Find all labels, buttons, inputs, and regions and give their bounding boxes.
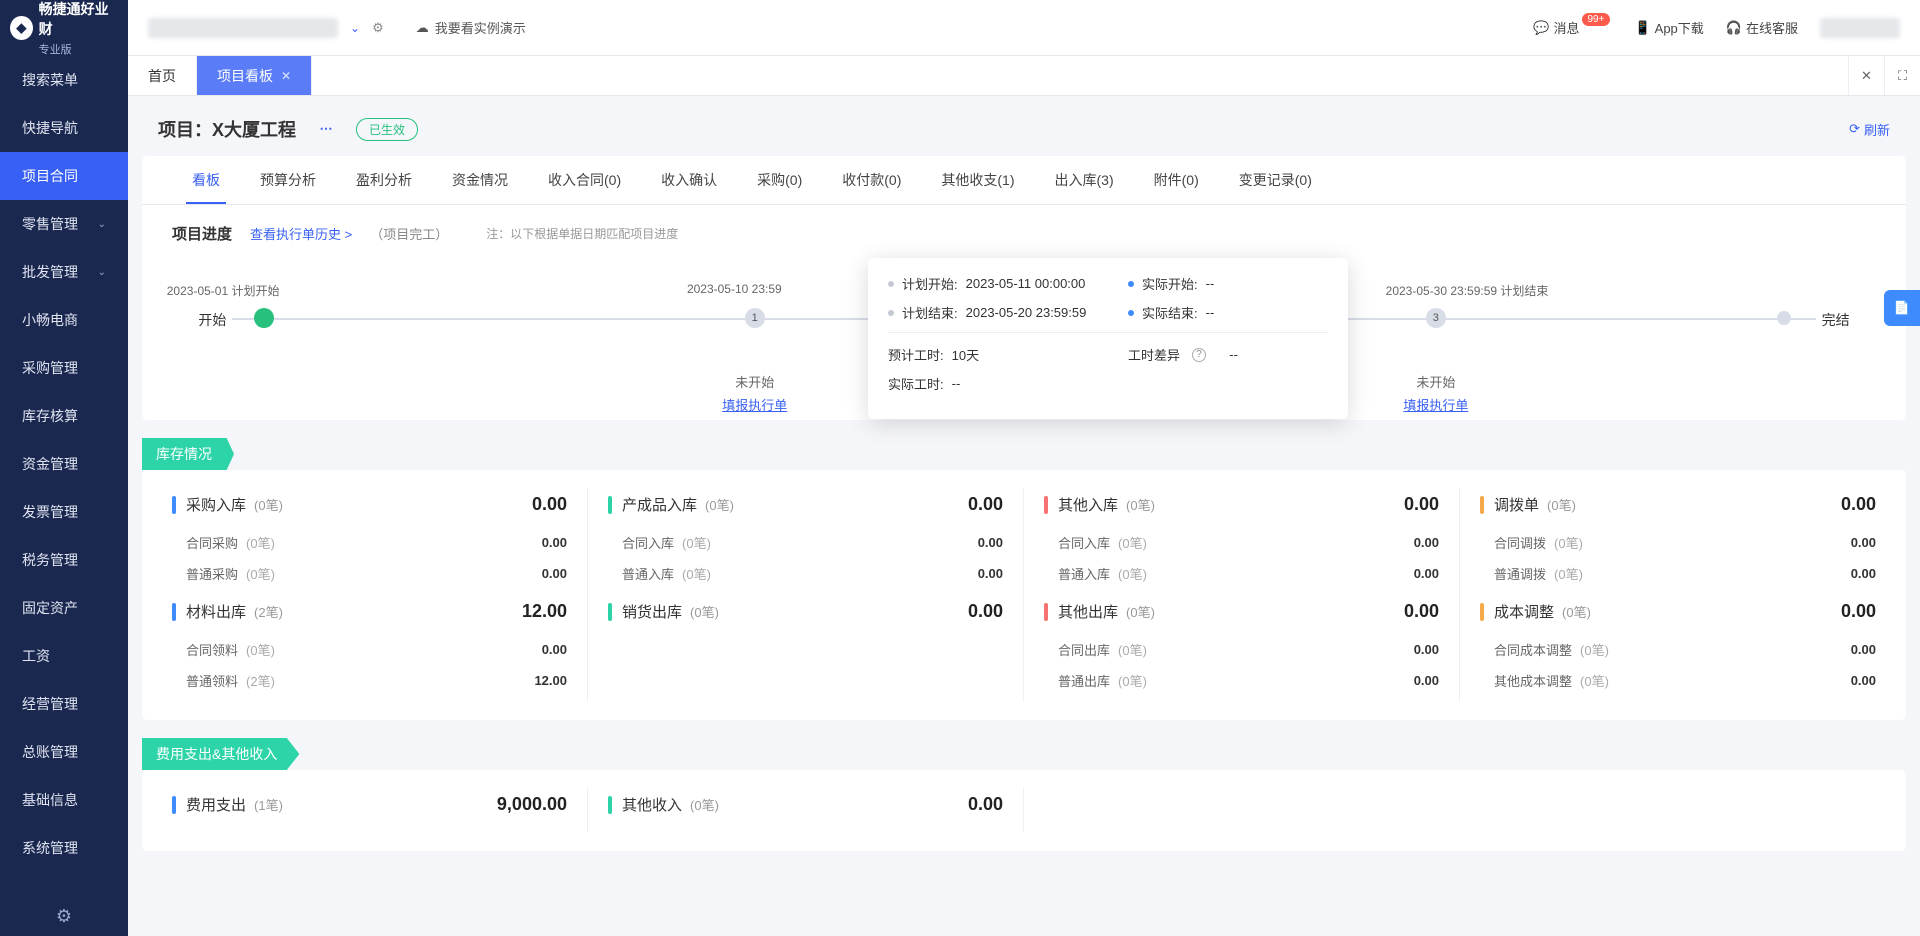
tl-fill-link-0[interactable]: 填报执行单 <box>722 395 787 414</box>
tl-fill-link-2[interactable]: 填报执行单 <box>1403 395 1468 414</box>
tl-date-end: 2023-05-30 23:59:59 计划结束 <box>1386 282 1549 299</box>
sidebar-item-12[interactable]: 工资 <box>0 632 128 680</box>
sidebar-item-9[interactable]: 发票管理 <box>0 488 128 536</box>
tl-start-dot <box>254 308 274 328</box>
sidebar-item-5[interactable]: 小畅电商 <box>0 296 128 344</box>
org-selector-blur[interactable] <box>148 18 338 38</box>
card-5: 销货出库(0笔)0.00 <box>588 595 1024 702</box>
project-title: 项目：X大厦工程 <box>158 116 296 142</box>
sidebar-item-1[interactable]: 快捷导航 <box>0 104 128 152</box>
sidebar-item-11[interactable]: 固定资产 <box>0 584 128 632</box>
app-download-button[interactable]: 📱 App下载 <box>1634 18 1703 37</box>
subtab-4[interactable]: 收入合同(0) <box>528 156 641 204</box>
message-icon: 💬 <box>1533 20 1549 36</box>
progress-tooltip: 计划开始: 2023-05-11 00:00:00 实际开始: -- 计划结束:… <box>868 258 1348 419</box>
subtab-10[interactable]: 附件(0) <box>1134 156 1219 204</box>
subtab-11[interactable]: 变更记录(0) <box>1219 156 1332 204</box>
card-0: 采购入库(0笔)0.00合同采购(0笔)0.00普通采购(0笔)0.00 <box>152 488 588 595</box>
close-tab-icon[interactable]: ✕ <box>1848 56 1884 95</box>
refresh-icon: ⟳ <box>1849 121 1860 137</box>
card-2: 其他入库(0笔)0.00合同入库(0笔)0.00普通入库(0笔)0.00 <box>1024 488 1460 595</box>
sub-tabs: 看板预算分析盈利分析资金情况收入合同(0)收入确认采购(0)收付款(0)其他收支… <box>142 156 1906 205</box>
subtab-1[interactable]: 预算分析 <box>240 156 336 204</box>
progress-title: 项目进度 <box>172 223 232 244</box>
app-download-label: App下载 <box>1655 18 1704 37</box>
sidebar-item-3[interactable]: 零售管理⌄ <box>0 200 128 248</box>
sidebar-item-0[interactable]: 搜索菜单 <box>0 56 128 104</box>
card-1: 其他收入(0笔)0.00 <box>588 788 1024 833</box>
subtab-6[interactable]: 采购(0) <box>737 156 822 204</box>
subtab-7[interactable]: 收付款(0) <box>822 156 921 204</box>
subtab-2[interactable]: 盈利分析 <box>336 156 432 204</box>
sidebar-item-8[interactable]: 资金管理 <box>0 440 128 488</box>
tl-node-2[interactable]: 3 <box>1426 308 1446 328</box>
tl-node-0[interactable]: 1 <box>745 308 765 328</box>
subtab-8[interactable]: 其他收支(1) <box>921 156 1034 204</box>
fullscreen-icon[interactable]: ⛶ <box>1884 56 1920 95</box>
help-icon[interactable]: ? <box>1192 348 1206 362</box>
sidebar-item-10[interactable]: 税务管理 <box>0 536 128 584</box>
subtab-0[interactable]: 看板 <box>172 156 240 204</box>
sidebar-item-16[interactable]: 系统管理 <box>0 824 128 872</box>
refresh-button[interactable]: ⟳ 刷新 <box>1849 120 1890 139</box>
demo-link[interactable]: ☁ 我要看实例演示 <box>416 18 526 37</box>
brand-edition: 专业版 <box>39 41 118 57</box>
page-tab-0[interactable]: 首页 <box>128 56 197 95</box>
section-expense: 费用支出&其他收入 <box>142 738 299 770</box>
history-link[interactable]: 查看执行单历史 > <box>250 224 352 243</box>
float-help-icon[interactable]: 📄 <box>1884 290 1920 326</box>
section-inventory: 库存情况 <box>142 438 234 470</box>
sidebar-item-13[interactable]: 经营管理 <box>0 680 128 728</box>
card-6: 其他出库(0笔)0.00合同出库(0笔)0.00普通出库(0笔)0.00 <box>1024 595 1460 702</box>
subtab-5[interactable]: 收入确认 <box>641 156 737 204</box>
close-icon[interactable]: ✕ <box>281 69 291 83</box>
sidebar-item-7[interactable]: 库存核算 <box>0 392 128 440</box>
sidebar-item-6[interactable]: 采购管理 <box>0 344 128 392</box>
messages-label: 消息 <box>1553 18 1579 37</box>
phone-icon: 📱 <box>1634 20 1650 36</box>
tl-end-dot <box>1777 311 1791 325</box>
subtab-9[interactable]: 出入库(3) <box>1035 156 1134 204</box>
sidebar-item-14[interactable]: 总账管理 <box>0 728 128 776</box>
org-dropdown-icon[interactable]: ⌄ <box>350 21 360 35</box>
tl-end-label: 完结 <box>1822 310 1850 330</box>
progress-note: 注：以下根据单据日期匹配项目进度 <box>486 225 678 242</box>
messages-button[interactable]: 💬 消息 99+ <box>1533 18 1612 37</box>
tl-date-mid: 2023-05-10 23:59 <box>687 282 782 296</box>
messages-badge: 99+ <box>1582 13 1611 26</box>
sidebar: ◆ 畅捷通好业财 专业版 搜索菜单快捷导航项目合同零售管理⌄批发管理⌄小畅电商采… <box>0 0 128 936</box>
topbar: ⌄ ⚙ ☁ 我要看实例演示 💬 消息 99+ 📱 App下载 🎧 <box>128 0 1920 56</box>
user-area-blur[interactable] <box>1820 18 1900 38</box>
logo-icon: ◆ <box>10 16 33 40</box>
history-stage: （项目完工） <box>370 224 448 243</box>
headset-icon: 🎧 <box>1726 20 1742 36</box>
sidebar-item-2[interactable]: 项目合同 <box>0 152 128 200</box>
tl-start-label: 开始 <box>198 310 226 330</box>
sidebar-settings-icon[interactable]: ⚙ <box>0 896 128 936</box>
card-7: 成本调整(0笔)0.00合同成本调整(0笔)0.00其他成本调整(0笔)0.00 <box>1460 595 1896 702</box>
brand-name: 畅捷通好业财 <box>39 0 118 39</box>
card-3: 调拨单(0笔)0.00合同调拨(0笔)0.00普通调拨(0笔)0.00 <box>1460 488 1896 595</box>
status-chip: 已生效 <box>356 118 418 141</box>
subtab-3[interactable]: 资金情况 <box>432 156 528 204</box>
card-0: 费用支出(1笔)9,000.00 <box>152 788 588 833</box>
card-4: 材料出库(2笔)12.00合同领料(0笔)0.00普通领料(2笔)12.00 <box>152 595 588 702</box>
tl-date-start: 2023-05-01 计划开始 <box>167 282 280 299</box>
service-label: 在线客服 <box>1746 18 1798 37</box>
content: 项目：X大厦工程 ⋯ 已生效 ⟳ 刷新 看板预算分析盈利分析资金情况收入合同(0… <box>128 96 1920 936</box>
sidebar-item-4[interactable]: 批发管理⌄ <box>0 248 128 296</box>
page-tabs: 首页项目看板✕ ✕ ⛶ <box>128 56 1920 96</box>
more-icon[interactable]: ⋯ <box>314 117 338 141</box>
logo: ◆ 畅捷通好业财 专业版 <box>0 0 128 56</box>
gear-icon[interactable]: ⚙ <box>372 20 384 36</box>
demo-link-label: 我要看实例演示 <box>435 18 526 37</box>
page-tab-1[interactable]: 项目看板✕ <box>197 56 312 95</box>
sidebar-item-15[interactable]: 基础信息 <box>0 776 128 824</box>
cloud-icon: ☁ <box>416 20 429 36</box>
service-button[interactable]: 🎧 在线客服 <box>1726 18 1798 37</box>
card-1: 产成品入库(0笔)0.00合同入库(0笔)0.00普通入库(0笔)0.00 <box>588 488 1024 595</box>
